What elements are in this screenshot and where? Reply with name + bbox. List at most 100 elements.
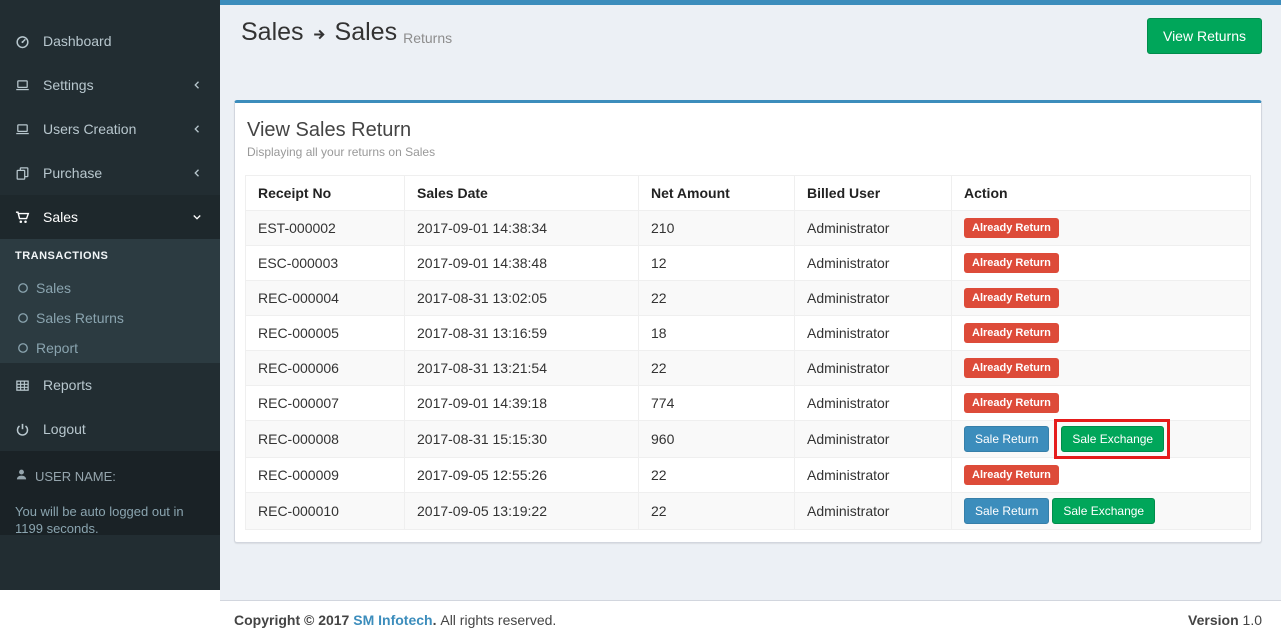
sidebar-subitem-label: Report bbox=[36, 340, 79, 356]
table-row: ESC-000003 2017-09-01 14:38:48 12 Administr… bbox=[245, 245, 1251, 281]
cell-receipt-no: ESC-000003 bbox=[245, 245, 405, 281]
cell-receipt-no: REC-000010 bbox=[245, 492, 405, 530]
cell-sales-date: 2017-08-31 13:16:59 bbox=[404, 315, 639, 351]
sidebar-item-reports[interactable]: Reports bbox=[0, 363, 220, 407]
sidebar-user-block: USER NAME: You will be auto logged out i… bbox=[0, 451, 220, 537]
sidebar-menu-bottom: Reports Logout bbox=[0, 363, 220, 451]
col-header-receipt-no: Receipt No bbox=[245, 175, 405, 211]
cell-receipt-no: REC-000008 bbox=[245, 420, 405, 458]
already-return-badge: Already Return bbox=[964, 218, 1059, 238]
cell-sales-date: 2017-09-05 13:19:22 bbox=[404, 492, 639, 530]
cell-billed-user: Administrator bbox=[794, 280, 952, 316]
panel-subtitle: Displaying all your returns on Sales bbox=[247, 145, 436, 159]
col-header-action: Action bbox=[951, 175, 1251, 211]
cell-net-amount: 22 bbox=[638, 280, 795, 316]
cell-action: Already Return bbox=[951, 210, 1251, 246]
cell-action: Sale Return Sale Exchange bbox=[951, 419, 1251, 459]
sidebar-item-label: Purchase bbox=[43, 165, 103, 181]
footer-inner: Copyright © 2017 SM Infotech. All rights… bbox=[220, 600, 1281, 628]
cell-receipt-no: REC-000009 bbox=[245, 457, 405, 493]
version-text: Version 1.0 bbox=[1188, 612, 1262, 628]
power-icon bbox=[15, 422, 37, 437]
cell-sales-date: 2017-09-01 14:39:18 bbox=[404, 385, 639, 421]
copyright-period: . bbox=[432, 612, 437, 628]
rights-text: All rights reserved. bbox=[440, 612, 557, 628]
view-returns-button[interactable]: View Returns bbox=[1146, 18, 1262, 54]
sidebar-item-purchase[interactable]: Purchase bbox=[0, 151, 220, 195]
sidebar-item-label: Logout bbox=[43, 421, 86, 437]
main-content: Sales Sales Returns View Returns View Sa… bbox=[220, 0, 1281, 600]
circle-icon bbox=[17, 282, 36, 294]
cell-billed-user: Administrator bbox=[794, 315, 952, 351]
cell-net-amount: 210 bbox=[638, 210, 795, 246]
returns-table: Receipt No Sales Date Net Amount Billed … bbox=[245, 175, 1251, 530]
already-return-badge: Already Return bbox=[964, 358, 1059, 378]
already-return-badge: Already Return bbox=[964, 393, 1059, 413]
company-link[interactable]: SM Infotech bbox=[353, 612, 433, 628]
cell-billed-user: Administrator bbox=[794, 492, 952, 530]
sidebar-submenu-items: Sales Sales Returns Report bbox=[0, 273, 220, 363]
sidebar: Dashboard Settings Users Creation Purchase S… bbox=[0, 0, 220, 590]
table-row: REC-000005 2017-08-31 13:16:59 18 Administr… bbox=[245, 315, 1251, 351]
cell-net-amount: 22 bbox=[638, 350, 795, 386]
laptop-icon bbox=[15, 122, 37, 137]
cell-receipt-no: REC-000005 bbox=[245, 315, 405, 351]
cell-action: Already Return bbox=[951, 315, 1251, 351]
cell-action: Already Return bbox=[951, 457, 1251, 493]
sidebar-subitem-label: Sales Returns bbox=[36, 310, 124, 326]
already-return-badge: Already Return bbox=[964, 253, 1059, 273]
version-label: Version bbox=[1188, 612, 1239, 628]
cell-billed-user: Administrator bbox=[794, 210, 952, 246]
auto-logout-line1: You will be auto logged out in bbox=[15, 504, 184, 519]
sidebar-item-users-creation[interactable]: Users Creation bbox=[0, 107, 220, 151]
cell-sales-date: 2017-09-01 14:38:34 bbox=[404, 210, 639, 246]
cell-net-amount: 22 bbox=[638, 457, 795, 493]
user-icon bbox=[15, 468, 28, 484]
sale-exchange-button[interactable]: Sale Exchange bbox=[1052, 498, 1156, 524]
sidebar-subitem-sales[interactable]: Sales bbox=[0, 273, 220, 303]
already-return-badge: Already Return bbox=[964, 288, 1059, 308]
sale-return-button[interactable]: Sale Return bbox=[964, 426, 1050, 452]
sidebar-subitem-label: Sales bbox=[36, 280, 72, 296]
sidebar-item-label: Dashboard bbox=[43, 33, 112, 49]
top-accent-bar bbox=[220, 0, 1281, 5]
table-body: EST-000002 2017-09-01 14:38:34 210 Administ… bbox=[245, 210, 1251, 530]
sale-exchange-button[interactable]: Sale Exchange bbox=[1061, 426, 1165, 452]
cell-sales-date: 2017-09-05 12:55:26 bbox=[404, 457, 639, 493]
col-header-sales-date: Sales Date bbox=[404, 175, 639, 211]
auto-logout-line2: 1199 seconds. bbox=[15, 521, 99, 536]
cell-net-amount: 12 bbox=[638, 245, 795, 281]
cell-receipt-no: REC-000006 bbox=[245, 350, 405, 386]
sidebar-subitem-report[interactable]: Report bbox=[0, 333, 220, 363]
cell-action: Already Return bbox=[951, 245, 1251, 281]
sidebar-menu-top: Dashboard Settings Users Creation Purchase S… bbox=[0, 19, 220, 239]
sidebar-item-label: Sales bbox=[43, 209, 79, 225]
cell-sales-date: 2017-08-31 15:15:30 bbox=[404, 420, 639, 458]
sidebar-item-dashboard[interactable]: Dashboard bbox=[0, 19, 220, 63]
sidebar-item-sales[interactable]: Sales bbox=[0, 195, 220, 239]
sale-return-button[interactable]: Sale Return bbox=[964, 498, 1050, 524]
cell-receipt-no: EST-000002 bbox=[245, 210, 405, 246]
user-name-label: USER NAME: bbox=[35, 468, 116, 484]
panel-body: View Sales Return Displaying all your re… bbox=[235, 103, 1261, 542]
cell-action: Sale Return Sale Exchange bbox=[951, 492, 1251, 530]
cell-billed-user: Administrator bbox=[794, 457, 952, 493]
sidebar-item-settings[interactable]: Settings bbox=[0, 63, 220, 107]
copyright-text: Copyright © 2017 SM Infotech. All rights… bbox=[234, 612, 556, 628]
table-row: REC-000007 2017-09-01 14:39:18 774 Administ… bbox=[245, 385, 1251, 421]
sales-return-panel: View Sales Return Displaying all your re… bbox=[234, 100, 1262, 543]
sidebar-submenu-header: TRANSACTIONS bbox=[15, 250, 109, 262]
auto-logout-note: You will be auto logged out in 1199 seco… bbox=[15, 503, 205, 537]
cart-icon bbox=[15, 210, 37, 225]
breadcrumb-section: Sales bbox=[241, 18, 304, 46]
sidebar-item-logout[interactable]: Logout bbox=[0, 407, 220, 451]
chevron-down-icon bbox=[191, 211, 204, 223]
sidebar-subitem-sales-returns[interactable]: Sales Returns bbox=[0, 303, 220, 333]
cell-receipt-no: REC-000007 bbox=[245, 385, 405, 421]
table-row: REC-000008 2017-08-31 15:15:30 960 Administ… bbox=[245, 419, 1251, 459]
version-value: 1.0 bbox=[1242, 612, 1262, 628]
cell-billed-user: Administrator bbox=[794, 420, 952, 458]
footer: Copyright © 2017 SM Infotech. All rights… bbox=[0, 600, 1281, 639]
cell-sales-date: 2017-09-01 14:38:48 bbox=[404, 245, 639, 281]
circle-icon bbox=[17, 312, 36, 324]
